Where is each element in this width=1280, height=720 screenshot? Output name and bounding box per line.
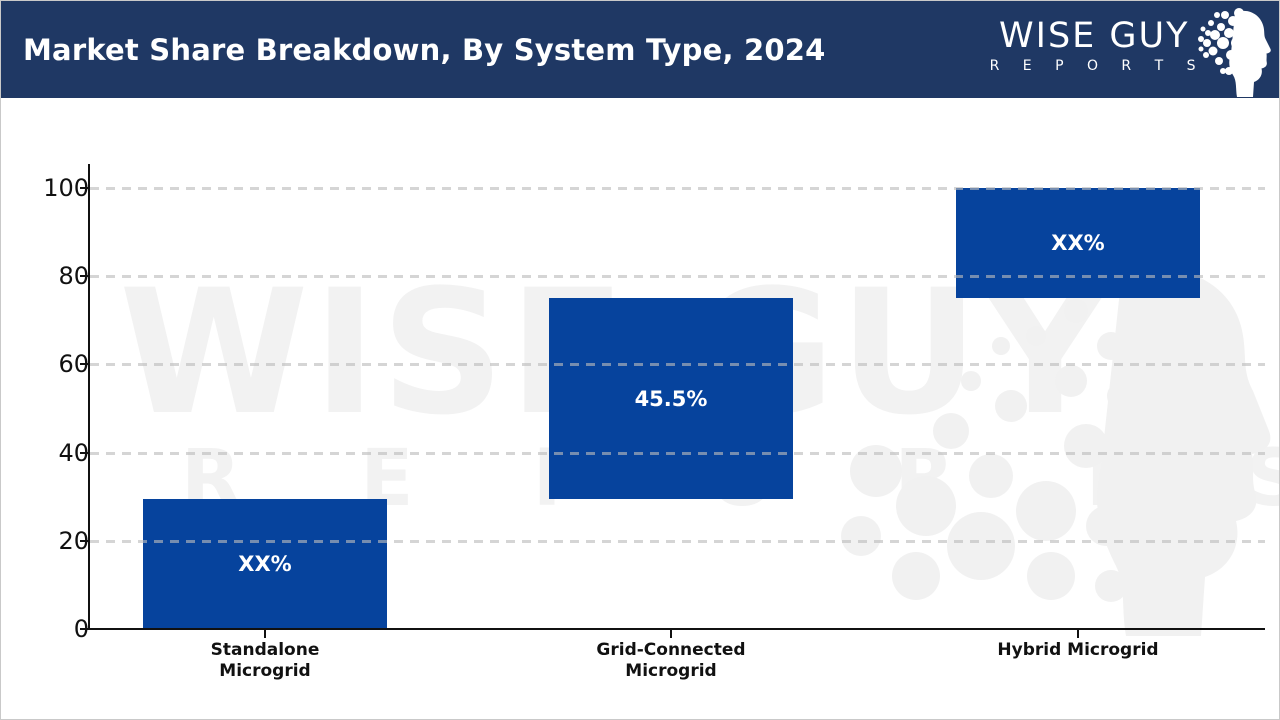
y-tick-label-100: 100	[43, 174, 89, 203]
y-tick-label-0: 0	[73, 615, 89, 643]
x-axis-line	[87, 628, 1265, 630]
bar-value-label: XX%	[238, 551, 292, 576]
logo-text: WISE GUY R E P O R T S	[984, 17, 1205, 75]
x-tick-mark	[1077, 630, 1079, 638]
x-tick-mark	[264, 630, 266, 638]
y-tick-mark-0	[80, 628, 88, 630]
logo-subtitle: R E P O R T S	[989, 58, 1205, 74]
x-category-label: Standalone Microgrid	[210, 640, 320, 681]
y-tick-mark-100	[80, 187, 88, 190]
bar-segment: XX%	[143, 498, 387, 629]
bar-value-label: XX%	[1051, 231, 1105, 256]
x-tick-mark	[670, 630, 672, 638]
x-category-label: Hybrid Microgrid	[997, 640, 1159, 660]
y-tick-label-20: 20	[58, 526, 89, 555]
header-bar: Market Share Breakdown, By System Type, …	[1, 1, 1279, 98]
bar-segment: 45.5%	[549, 298, 793, 499]
y-tick-mark-60	[80, 363, 88, 366]
y-tick-mark-40	[80, 451, 88, 454]
y-tick-label-60: 60	[58, 350, 89, 379]
y-tick-label-80: 80	[58, 262, 89, 291]
bar-value-label: 45.5%	[634, 386, 708, 411]
y-tick-mark-20	[80, 539, 88, 542]
wise-guy-reports-logo: WISE GUY R E P O R T S	[990, 1, 1273, 98]
y-tick-label-40: 40	[58, 438, 89, 467]
y-axis-line	[88, 164, 90, 630]
y-tick-mark-80	[80, 275, 88, 278]
page-title: Market Share Breakdown, By System Type, …	[23, 32, 826, 67]
logo-wordmark: WISE GUY	[999, 16, 1190, 56]
bar-segment: XX%	[956, 188, 1200, 299]
x-category-label: Grid-Connected Microgrid	[596, 640, 746, 681]
logo-dotted-head-icon	[1198, 8, 1271, 97]
